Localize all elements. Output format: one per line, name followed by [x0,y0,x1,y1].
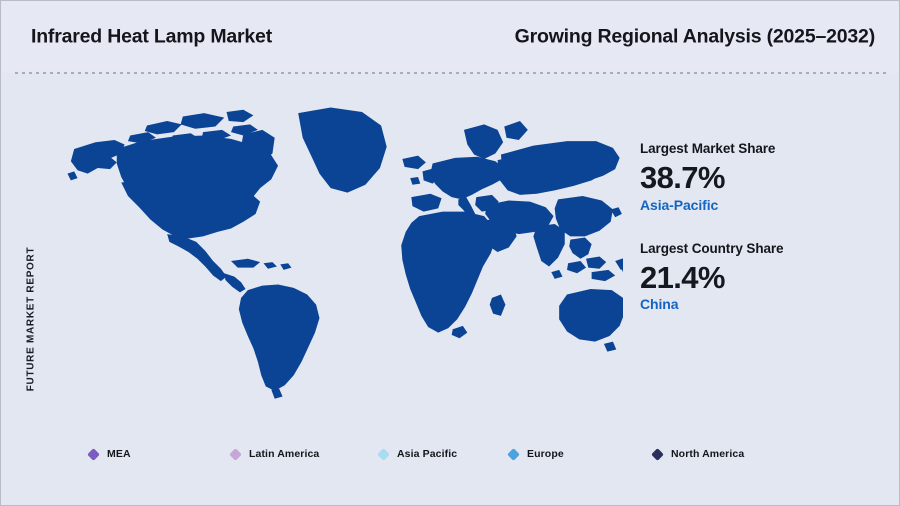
legend-label: Asia Pacific [397,448,458,460]
stats-panel: Largest Market Share 38.7% Asia-Pacific … [640,141,885,340]
legend-label: MEA [107,448,131,460]
stat-largest-market-share: Largest Market Share 38.7% Asia-Pacific [640,141,885,213]
legend-dot-icon [651,447,664,461]
legend-dot-icon [229,447,242,461]
legend-label: Latin America [249,448,320,460]
stat-label: Largest Country Share [640,240,784,256]
legend-dot-icon [87,447,100,461]
legend: MEA Latin America Asia Pacific Europe No… [87,447,789,468]
stat-label: Largest Market Share [640,141,776,156]
stat-value: 21.4% [640,259,726,295]
legend-dot-icon [507,447,520,461]
legend-item-europe: Europe [507,447,564,461]
stat-region: Asia-Pacific [640,196,719,213]
stat-region: China [640,296,679,313]
world-map-icon [67,107,623,399]
stat-value: 38.7% [640,160,726,195]
legend-item-mea: MEA [87,447,131,461]
world-map [63,87,623,417]
legend-label: Europe [527,448,564,460]
stat-largest-country-share: Largest Country Share 21.4% China [640,241,885,313]
legend-label: North America [671,448,745,460]
brand-watermark: FUTURE MARKET REPORT [25,246,37,392]
legend-item-latin-america: Latin America [229,447,320,461]
header-divider [15,72,887,74]
legend-item-asia-pacific: Asia Pacific [377,447,458,461]
legend-dot-icon [377,447,390,461]
header-bar: Infrared Heat Lamp Market Growing Region… [1,1,899,74]
legend-item-north-america: North America [651,447,745,461]
header-subtitle: Growing Regional Analysis (2025–2032) [514,25,876,48]
page-title: Infrared Heat Lamp Market [31,25,272,48]
